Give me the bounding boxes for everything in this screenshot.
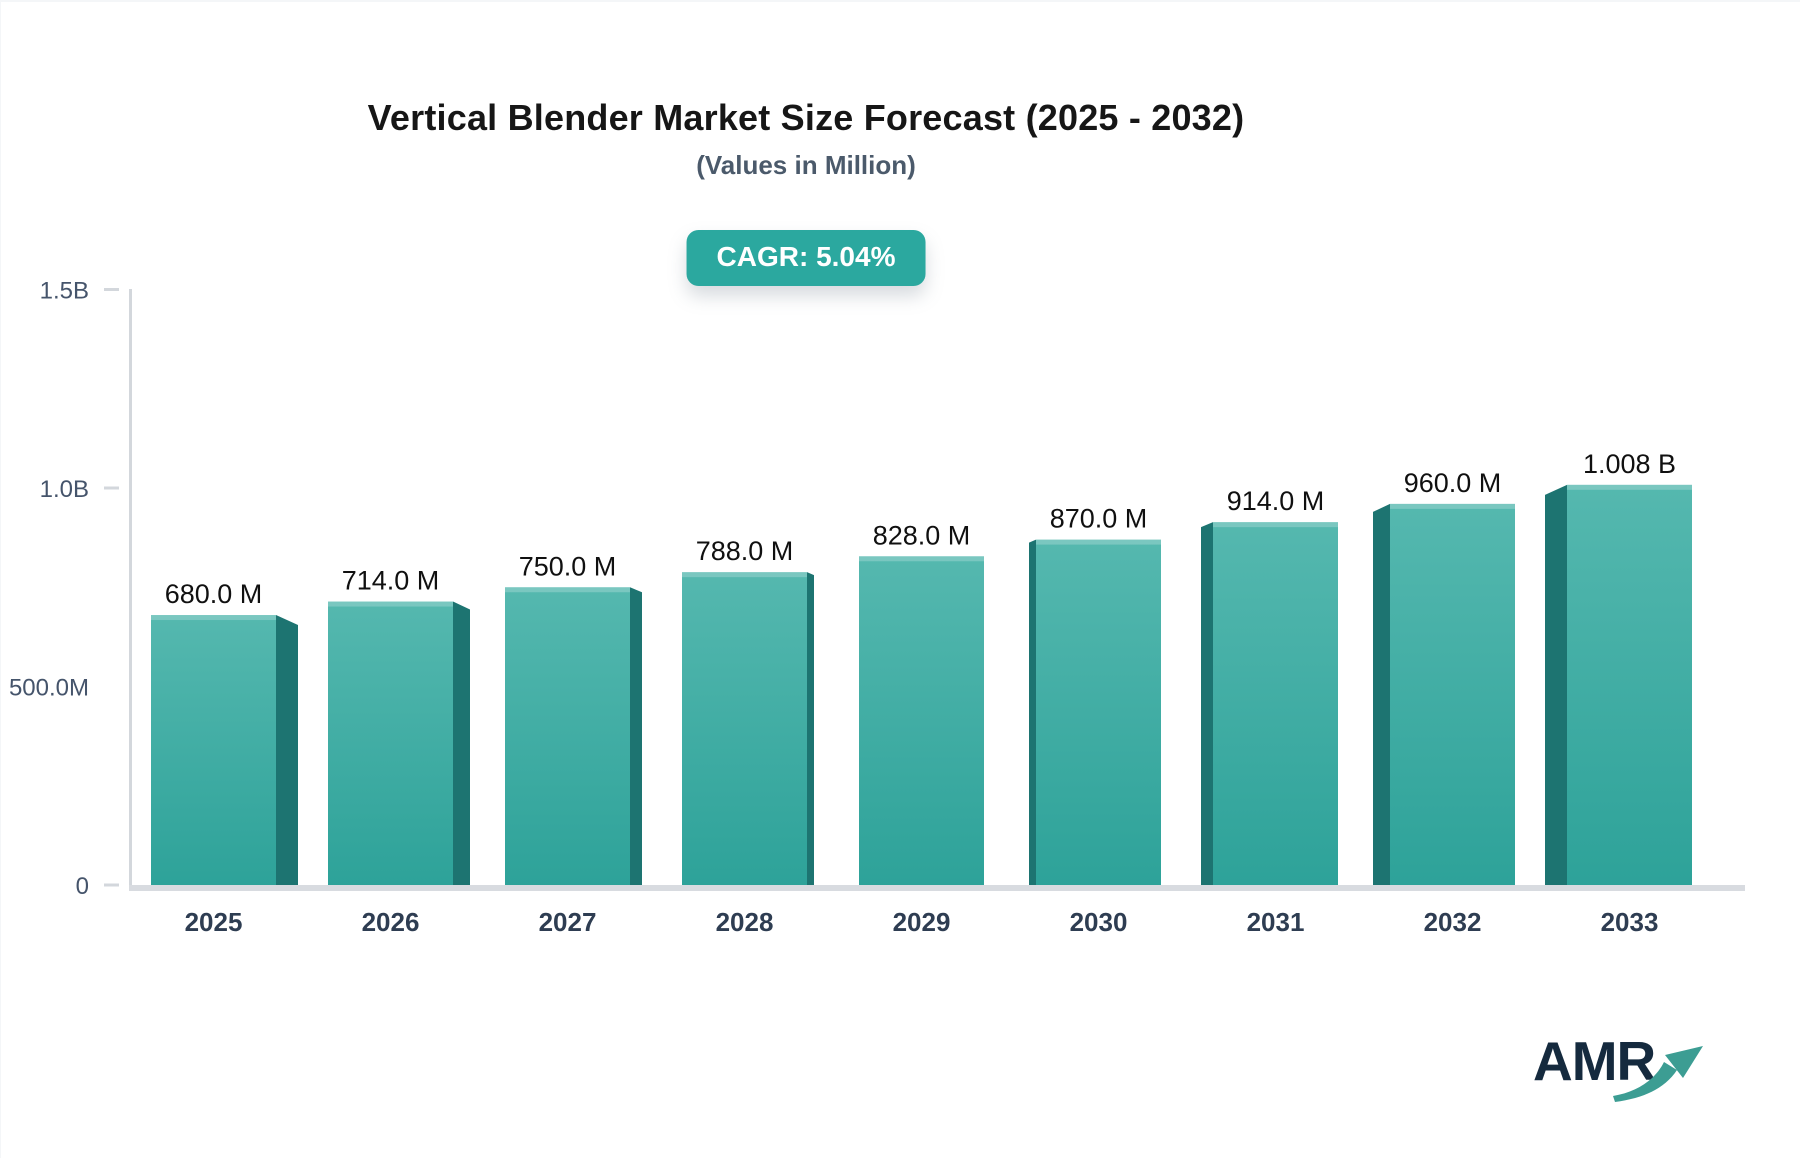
bar-top-highlight	[1036, 539, 1161, 545]
x-tick-label-2029: 2029	[893, 907, 951, 937]
x-tick-label-2026: 2026	[362, 907, 420, 937]
x-tick-label-2025: 2025	[185, 907, 243, 937]
bar-top-highlight	[505, 587, 630, 593]
bar-value-label: 870.0 M	[1050, 504, 1148, 534]
bar-value-label: 788.0 M	[696, 536, 794, 566]
bar-top-highlight	[1567, 484, 1692, 490]
cagr-label: CAGR: 5.04%	[716, 241, 896, 272]
x-tick-label-2031: 2031	[1247, 907, 1305, 937]
bar-2028[interactable]	[682, 572, 807, 888]
bar-side-2033	[1545, 484, 1567, 888]
bar-side-2027	[630, 587, 642, 888]
x-baseline-strip	[129, 885, 1745, 891]
chart-title: Vertical Blender Market Size Forecast (2…	[367, 97, 1245, 138]
cagr-badge: CAGR: 5.04%	[686, 230, 926, 286]
y-axis-line	[129, 289, 132, 891]
bar-group-2025: 680.0 M 2025	[151, 579, 298, 937]
y-tick-label: 0	[76, 873, 89, 900]
amr-logo: AMR	[1533, 1034, 1733, 1118]
bar-value-label: 960.0 M	[1404, 468, 1502, 498]
bar-2026[interactable]	[328, 601, 453, 888]
bar-group-2031: 914.0 M 2031	[1201, 486, 1338, 937]
y-tick-label: 500.0M	[9, 675, 89, 702]
y-tick-mark	[104, 288, 119, 291]
x-tick-label-2030: 2030	[1070, 907, 1128, 937]
bar-top-highlight	[151, 615, 276, 621]
y-tick-mark	[104, 486, 119, 490]
bar-side-2031	[1201, 522, 1213, 888]
bar-value-label: 828.0 M	[873, 520, 971, 550]
bar-side-2028	[807, 572, 814, 888]
x-tick-label-2027: 2027	[539, 907, 597, 937]
bar-value-label: 714.0 M	[342, 566, 440, 596]
x-tick-label-2033: 2033	[1601, 907, 1659, 937]
bar-group-2026: 714.0 M 2026	[328, 566, 470, 937]
growth-arrow-icon	[1613, 1046, 1703, 1102]
y-tick-label: 1.0B	[40, 476, 89, 503]
bar-top-highlight	[1390, 503, 1515, 509]
bar-2032[interactable]	[1390, 503, 1515, 888]
bar-side-2030	[1029, 539, 1036, 888]
bar-top-highlight	[859, 556, 984, 562]
bar-group-2030: 870.0 M 2030	[1029, 504, 1161, 937]
bar-2027[interactable]	[505, 587, 630, 888]
bar-side-2032	[1373, 503, 1390, 888]
bar-2031[interactable]	[1213, 522, 1338, 888]
x-tick-label-2028: 2028	[716, 907, 774, 937]
bar-side-2025	[276, 615, 298, 888]
y-tick-label: 1.5B	[40, 278, 89, 305]
chart-subtitle: (Values in Million)	[696, 150, 916, 180]
bar-value-label: 914.0 M	[1227, 486, 1325, 516]
bar-side-2026	[453, 601, 470, 888]
bar-group-2027: 750.0 M 2027	[505, 551, 642, 937]
bar-2033[interactable]	[1567, 484, 1692, 888]
x-tick-label-2032: 2032	[1424, 907, 1482, 937]
bar-2025[interactable]	[151, 615, 276, 888]
bar-group-2033: 1.008 B 2033	[1545, 449, 1692, 937]
amr-logo-text: AMR	[1533, 1030, 1656, 1092]
bar-value-label: 680.0 M	[165, 579, 263, 609]
bar-group-2032: 960.0 M 2032	[1373, 468, 1515, 937]
bar-2029[interactable]	[859, 556, 984, 888]
bar-top-highlight	[328, 601, 453, 607]
y-tick-mark	[104, 883, 119, 887]
bar-value-label: 750.0 M	[519, 551, 617, 581]
bar-group-2028: 788.0 M 2028	[682, 536, 814, 937]
bar-2030[interactable]	[1036, 539, 1161, 888]
bar-top-highlight	[1213, 522, 1338, 528]
bar-top-highlight	[682, 572, 807, 578]
bar-value-label: 1.008 B	[1583, 449, 1676, 479]
bar-group-2029: 828.0 M 2029	[859, 520, 984, 937]
